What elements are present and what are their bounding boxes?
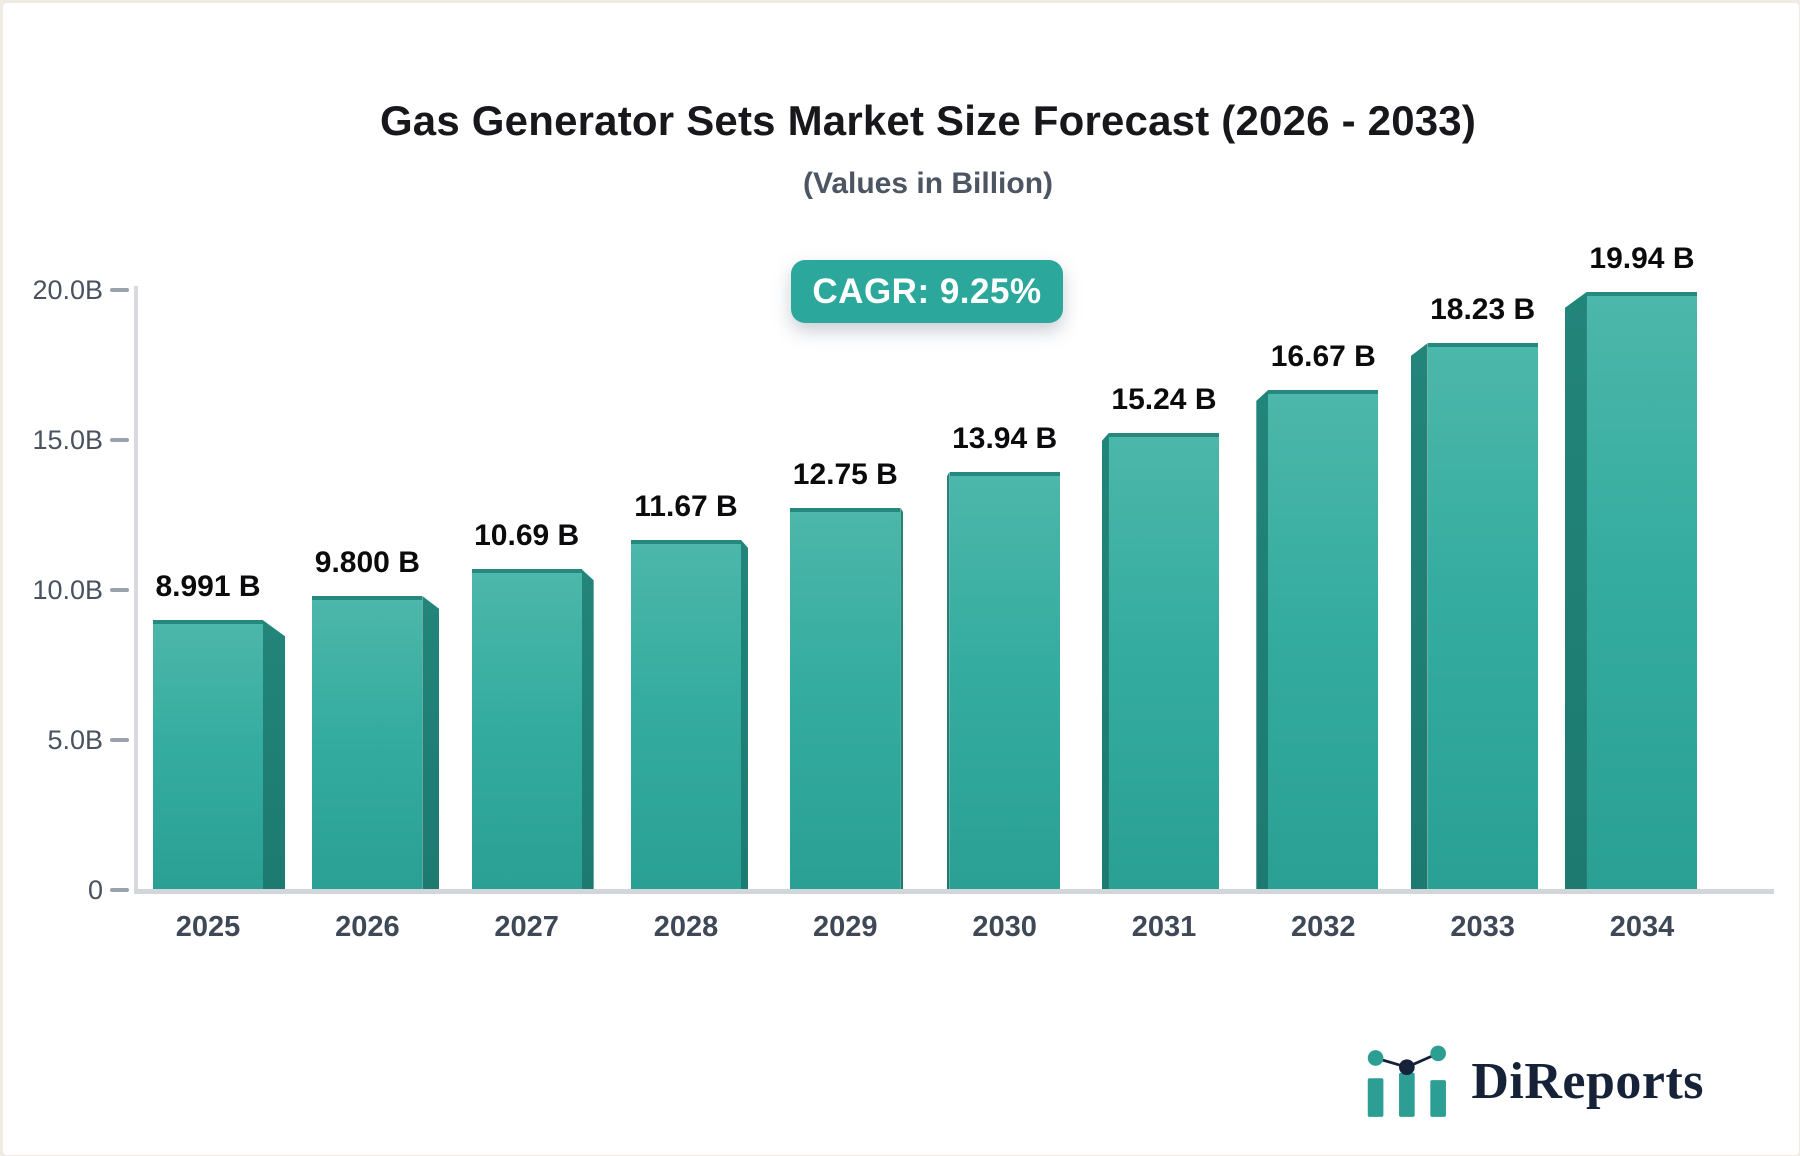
x-axis-label-2025: 2025 [175, 911, 241, 943]
y-axis-tick-label: 15.0B [32, 425, 103, 455]
y-axis-tick-mark [110, 888, 129, 892]
bar-face-2032 [1268, 389, 1379, 892]
cagr-badge-label: CAGR: 9.25% [812, 271, 1042, 311]
bar-side-2032 [1256, 389, 1269, 892]
bar-side-2030 [946, 471, 950, 892]
bar-side-2033 [1410, 343, 1428, 892]
x-axis-line [134, 889, 1774, 894]
bar-value-label-2031: 15.24 B [1111, 382, 1217, 416]
bar-side-2027 [581, 569, 594, 892]
y-axis-tick-label: 0 [87, 875, 103, 905]
bar-face-2027 [471, 569, 582, 892]
y-axis-tick-label: 5.0B [47, 725, 103, 755]
bar-value-label-2027: 10.69 B [474, 519, 580, 553]
bar-value-label-2030: 13.94 B [952, 421, 1058, 455]
bar-side-2034 [1564, 291, 1587, 892]
bar-value-label-2028: 11.67 B [634, 489, 738, 523]
y-axis-tick-label: 20.0B [32, 275, 103, 305]
bar-face-2026 [312, 596, 423, 892]
x-axis-label-2032: 2032 [1291, 911, 1356, 943]
bar-face-2030 [949, 471, 1060, 892]
x-axis-label-2033: 2033 [1450, 911, 1515, 943]
mini-bar-line-chart-icon [1368, 1045, 1447, 1117]
bar-face-2025 [153, 620, 263, 892]
bar-face-2031 [1108, 432, 1219, 892]
bar-side-2031 [1101, 432, 1109, 892]
y-axis-tick-mark [110, 438, 129, 442]
bar-value-label-2032: 16.67 B [1270, 339, 1376, 373]
bar-face-2033 [1427, 343, 1538, 892]
bar-face-2029 [790, 507, 901, 892]
cagr-badge: CAGR: 9.25% [791, 260, 1063, 323]
chart-header: Gas Generator Sets Market Size Forecast … [3, 3, 1800, 201]
y-axis-tick-mark [110, 288, 129, 292]
bar-face-2034 [1586, 291, 1697, 892]
bar-value-label-2033: 18.23 B [1430, 293, 1536, 327]
y-axis-tick-mark [110, 738, 129, 742]
bar-face-2028 [630, 539, 741, 892]
y-axis-line [134, 286, 138, 892]
chart-title: Gas Generator Sets Market Size Forecast … [379, 97, 1477, 144]
x-axis-label-2034: 2034 [1609, 911, 1675, 943]
bar-value-label-2029: 12.75 B [792, 457, 898, 491]
x-axis-label-2029: 2029 [813, 911, 878, 943]
x-axis-label-2031: 2031 [1131, 911, 1197, 943]
bar-value-label-2026: 9.800 B [314, 546, 420, 579]
bar-side-2025 [263, 620, 285, 892]
x-axis-label-2026: 2026 [335, 911, 400, 943]
y-axis-tick-label: 10.0B [32, 575, 103, 605]
bar-side-2029 [900, 507, 904, 892]
y-axis-tick-mark [110, 588, 129, 592]
bar-side-2026 [422, 596, 440, 892]
x-axis-label-2027: 2027 [494, 911, 559, 943]
bar-side-2028 [740, 539, 748, 892]
x-axis-label-2028: 2028 [653, 911, 719, 943]
chart-card: Gas Generator Sets Market Size Forecast … [3, 3, 1799, 1155]
brand-logo-text: DiReports [1471, 1052, 1704, 1110]
brand-logo: DiReports [1365, 1041, 1704, 1121]
x-axis-label-2030: 2030 [972, 911, 1037, 943]
bar-value-label-2025: 8.991 B [155, 570, 261, 604]
chart-subtitle: (Values in Billion) [802, 167, 1054, 200]
bar-value-label-2034: 19.94 B [1589, 241, 1695, 275]
